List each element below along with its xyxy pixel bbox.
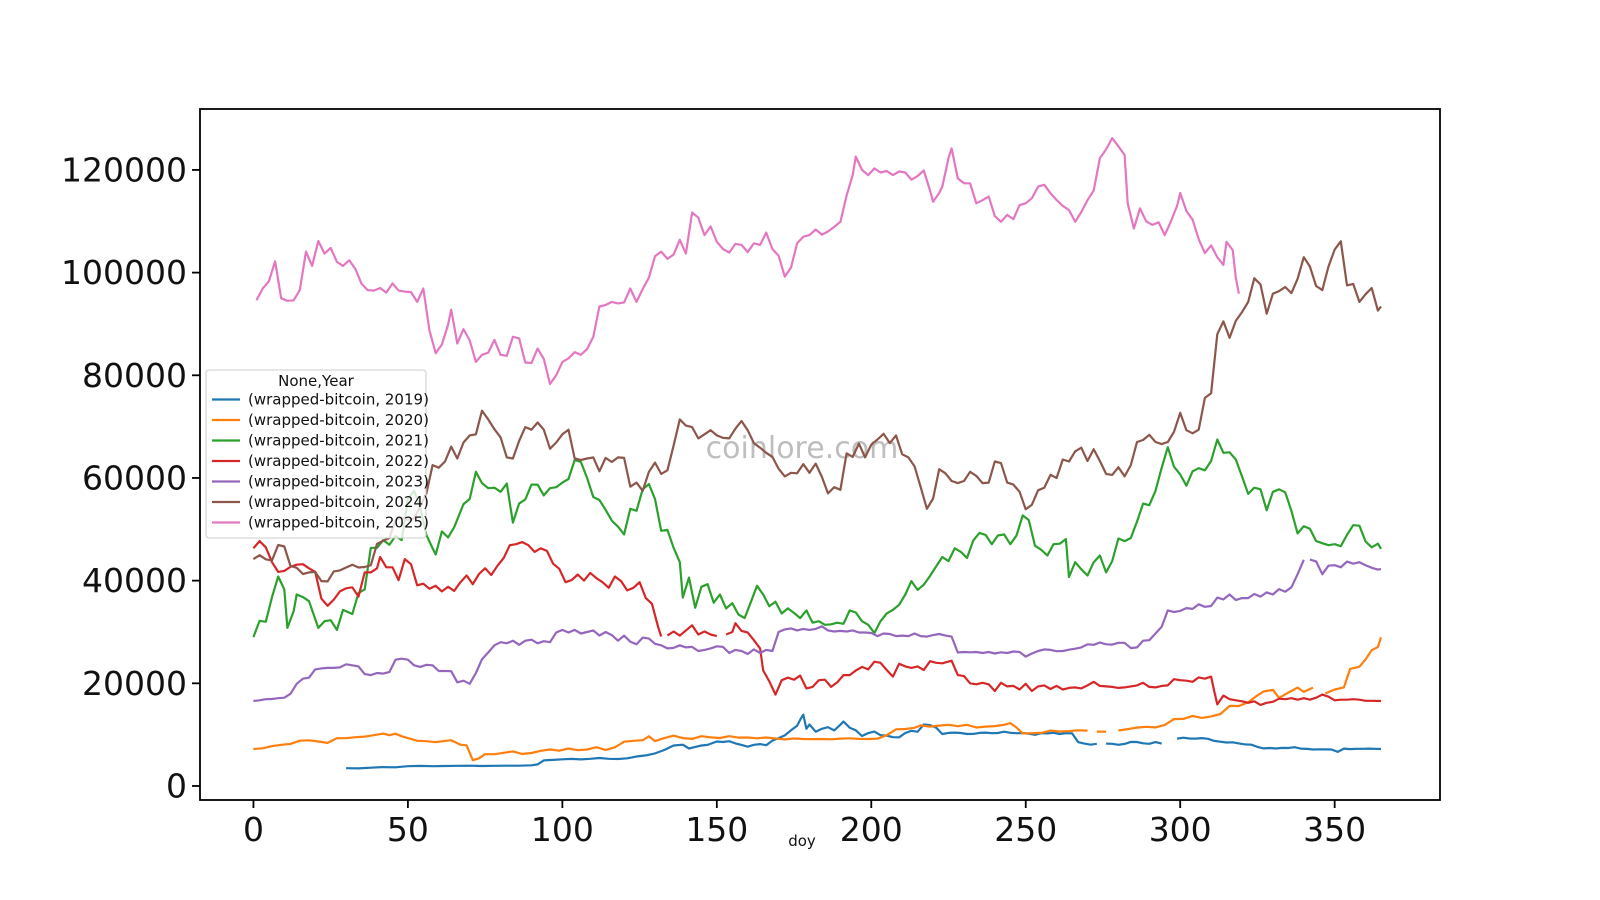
- series-line-wrapped-bitcoin-2019: [346, 713, 1382, 770]
- plot-border: [199, 108, 1441, 801]
- y-tick-label: 0: [166, 766, 187, 805]
- series-lines: [252, 137, 1383, 770]
- legend-entry: (wrapped-bitcoin, 2020): [212, 411, 429, 429]
- legend-entry-label: (wrapped-bitcoin, 2022): [248, 452, 429, 470]
- series-line-wrapped-bitcoin-2025: [255, 137, 1240, 386]
- legend-entry-label: (wrapped-bitcoin, 2020): [248, 411, 429, 429]
- legend-box: [205, 369, 427, 539]
- watermark: coinlore.com: [706, 431, 899, 466]
- x-tick-label: 350: [1303, 810, 1366, 849]
- y-tick-label: 20000: [82, 664, 187, 703]
- x-tick-label: 250: [994, 810, 1057, 849]
- series-line-wrapped-bitcoin-2023: [253, 558, 1382, 703]
- y-tick-label: 120000: [61, 150, 187, 189]
- legend-entry: (wrapped-bitcoin, 2021): [212, 432, 429, 450]
- y-tick-label: 60000: [82, 458, 187, 497]
- legend-entry-label: (wrapped-bitcoin, 2025): [248, 514, 429, 532]
- y-tick-label: 80000: [82, 356, 187, 395]
- legend-entry-label: (wrapped-bitcoin, 2021): [248, 432, 429, 450]
- legend-title: None,Year: [278, 372, 354, 390]
- legend: None,Year(wrapped-bitcoin, 2019) (wrapped…: [205, 369, 429, 539]
- legend-entry-label: (wrapped-bitcoin, 2023): [248, 473, 429, 491]
- legend-entry: (wrapped-bitcoin, 2022): [212, 452, 429, 470]
- x-tick-label: 0: [243, 810, 264, 849]
- legend-entry: (wrapped-bitcoin, 2023): [212, 473, 429, 491]
- legend-entry: (wrapped-bitcoin, 2025): [212, 514, 429, 532]
- x-tick-label: 100: [531, 810, 594, 849]
- series-line-wrapped-bitcoin-2020: [253, 637, 1383, 762]
- legend-entry: (wrapped-bitcoin, 2024): [212, 493, 429, 511]
- x-tick-label: 200: [840, 810, 903, 849]
- x-axis-label: doy: [788, 832, 816, 850]
- legend-entry-label: (wrapped-bitcoin, 2019): [248, 391, 429, 409]
- y-axis-ticks: 0 20000 40000 60000 80000 100000 120000: [61, 150, 200, 805]
- legend-entry: (wrapped-bitcoin, 2019): [212, 391, 429, 409]
- x-axis-ticks: 0 50 100 150 200 250 300 350: [243, 800, 1366, 849]
- series-line-wrapped-bitcoin-2022: [252, 540, 1382, 706]
- y-tick-label: 40000: [82, 561, 187, 600]
- series-line-wrapped-bitcoin-2024: [252, 240, 1382, 583]
- x-tick-label: 300: [1149, 810, 1212, 849]
- legend-entry-label: (wrapped-bitcoin, 2024): [248, 493, 429, 511]
- x-tick-label: 150: [685, 810, 748, 849]
- x-tick-label: 50: [387, 810, 429, 849]
- y-tick-label: 100000: [61, 253, 187, 292]
- series-line-wrapped-bitcoin-2021: [252, 438, 1382, 638]
